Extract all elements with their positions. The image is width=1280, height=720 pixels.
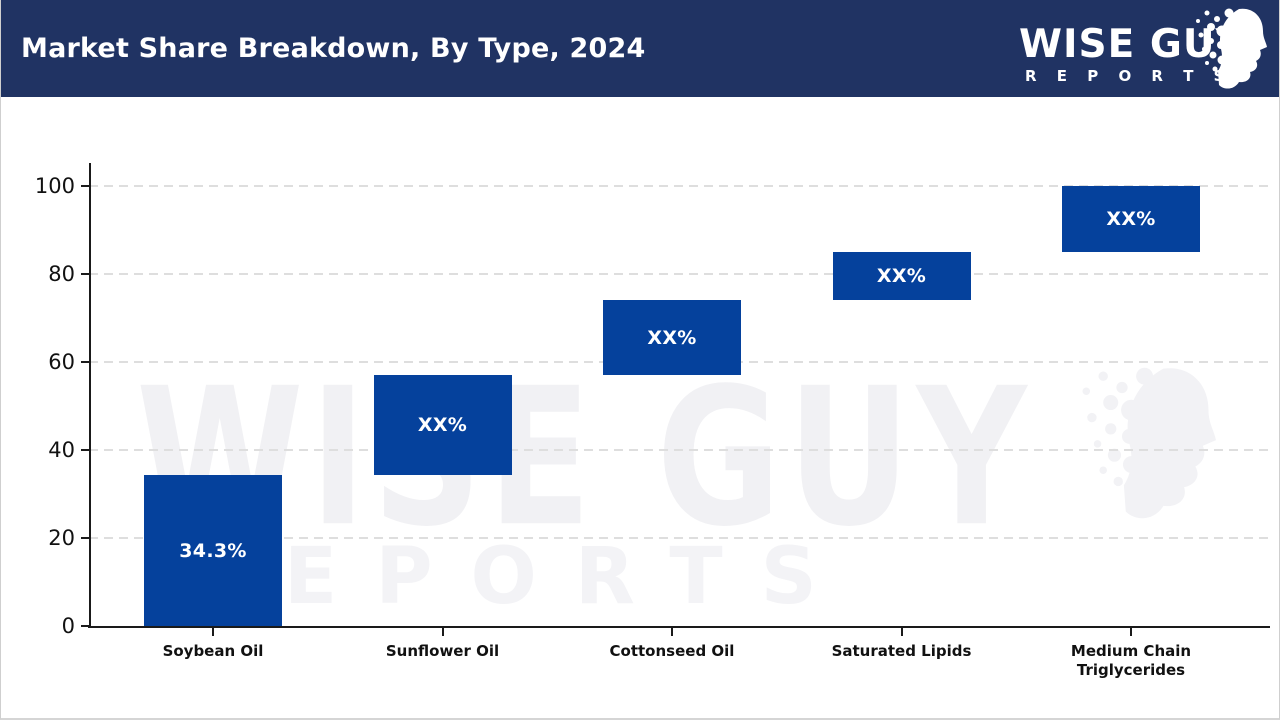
- y-axis-tick: [81, 185, 89, 187]
- bar: 34.3%: [144, 475, 282, 626]
- wiseguy-logo: WISE GUY R E P O R T S: [1017, 5, 1279, 93]
- bar-value-label: XX%: [876, 265, 927, 288]
- x-axis-line: [88, 626, 1270, 628]
- watermark-subtext: REPORTS: [186, 532, 855, 622]
- header-bar: Market Share Breakdown, By Type, 2024 WI…: [1, 0, 1279, 97]
- bar: XX%: [832, 252, 971, 301]
- logo-line1: WISE GUY: [1019, 22, 1245, 67]
- y-gridline: [89, 449, 1269, 451]
- x-axis-tick: [1130, 628, 1132, 636]
- logo-line2: R E P O R T S: [1025, 67, 1232, 85]
- y-tick-label: 0: [61, 614, 75, 638]
- x-axis-tick: [212, 628, 214, 636]
- x-category-label: Soybean Oil: [162, 642, 264, 660]
- y-axis-line: [89, 163, 91, 628]
- x-category-label: Medium Chain Triglycerides: [1070, 642, 1192, 679]
- wiseguy-logo-graphic: WISE GUY R E P O R T S: [1019, 8, 1267, 89]
- y-axis-tick: [81, 361, 89, 363]
- x-axis-tick: [671, 628, 673, 636]
- watermark-face-icon: [1082, 367, 1216, 519]
- watermark-text: WISE GUY: [136, 347, 1033, 569]
- x-category-label: Saturated Lipids: [831, 642, 972, 660]
- page-title: Market Share Breakdown, By Type, 2024: [21, 33, 646, 64]
- bar: XX%: [1062, 186, 1200, 252]
- y-gridline: [89, 185, 1269, 187]
- bar: XX%: [603, 300, 741, 376]
- y-gridline: [89, 273, 1269, 275]
- x-axis-tick: [441, 628, 444, 636]
- bar-value-label: XX%: [417, 414, 468, 437]
- x-category-label: Cottonseed Oil: [609, 642, 735, 660]
- bar-value-label: 34.3%: [179, 539, 247, 562]
- y-axis-tick: [81, 273, 89, 275]
- y-tick-label: 80: [48, 262, 75, 286]
- y-axis-tick: [81, 625, 89, 627]
- x-axis-tick: [900, 628, 903, 636]
- y-axis-tick: [81, 449, 89, 451]
- bar-value-label: XX%: [647, 326, 697, 349]
- x-category-label: Sunflower Oil: [385, 642, 500, 660]
- bar-value-label: XX%: [1106, 208, 1156, 230]
- chart-area: WISE GUY REPORTS 0 20 40 60 80 100 34.3% Soybea…: [1, 97, 1279, 713]
- y-axis-tick: [81, 537, 89, 539]
- y-gridline: [89, 537, 1269, 539]
- y-tick-label: 40: [48, 438, 75, 462]
- bar: XX%: [373, 375, 512, 476]
- y-tick-label: 20: [48, 526, 75, 550]
- wiseguy-face-icon: [1196, 8, 1267, 89]
- y-tick-label: 60: [48, 350, 75, 374]
- y-tick-label: 100: [34, 174, 75, 198]
